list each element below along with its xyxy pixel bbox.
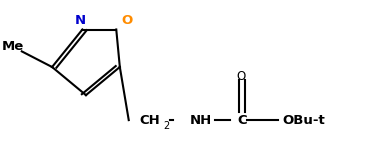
Text: CH: CH: [139, 114, 160, 127]
Text: O: O: [237, 70, 246, 83]
Text: 2: 2: [164, 121, 170, 131]
Text: OBu-t: OBu-t: [282, 114, 325, 127]
Text: NH: NH: [189, 114, 211, 127]
Text: O: O: [121, 14, 132, 27]
Text: C: C: [238, 114, 247, 127]
Text: Me: Me: [2, 40, 24, 53]
Text: N: N: [75, 14, 86, 27]
